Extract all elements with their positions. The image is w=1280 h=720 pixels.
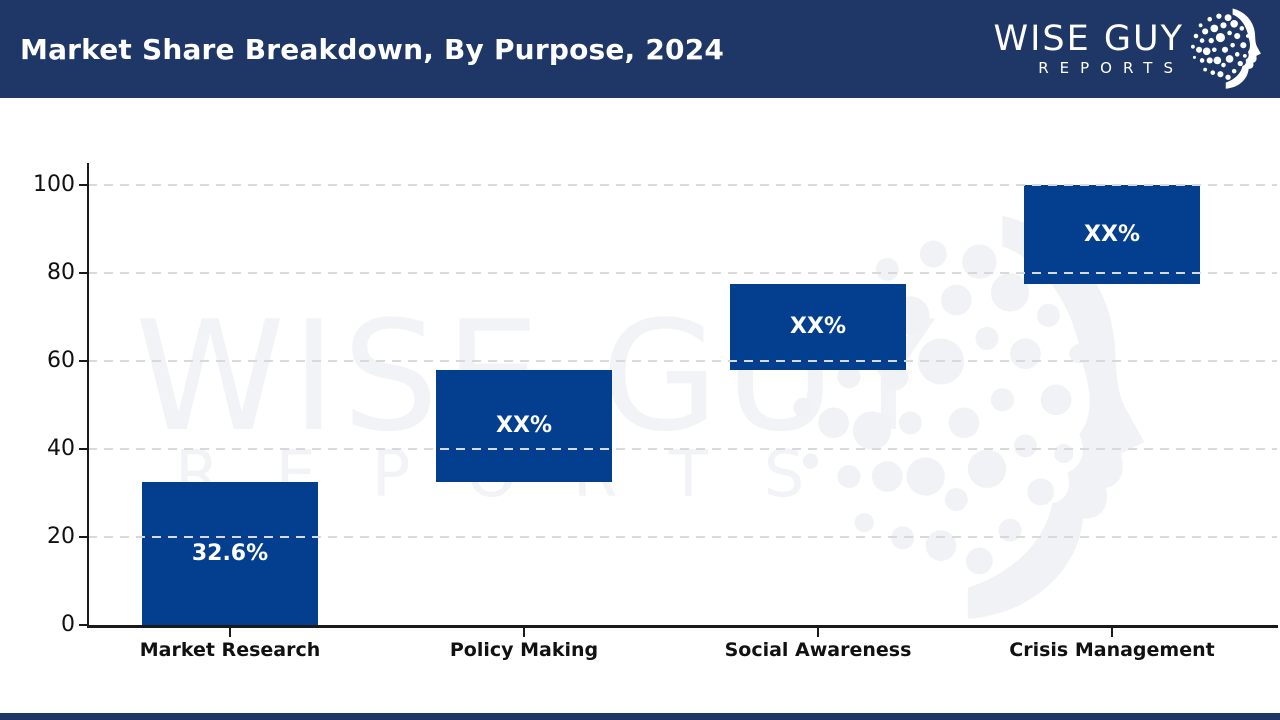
y-tick-mark [79,184,88,186]
y-tick-label: 60 [47,348,75,373]
category-label: Market Research [139,639,321,661]
category-label: Policy Making [449,639,599,661]
wiseguy-face-icon [1191,8,1261,89]
brand-name: WISE GUY [993,19,1184,59]
y-tick-mark [79,536,88,538]
y-tick-mark [79,272,88,274]
category-label: Social Awareness [724,639,912,661]
x-tick-mark [817,628,819,637]
category-label: Crisis Management [1009,639,1215,661]
y-tick-label: 0 [61,612,75,637]
bar-value-label: XX% [496,413,552,439]
gridline [88,184,1277,186]
y-tick-label: 40 [47,436,75,461]
x-tick-mark [1111,628,1113,637]
y-tick-mark [79,360,88,362]
y-tick-label: 100 [33,172,75,197]
bar: XX% [1024,185,1200,284]
gridline [88,536,1277,538]
x-axis-line [87,625,1278,628]
bar-value-label: XX% [790,314,846,340]
bar: XX% [730,284,906,370]
y-axis-line [87,163,89,628]
gridline [88,448,1277,450]
bar: XX% [436,369,612,482]
brand-subtitle: REPORTS [1038,59,1184,77]
page-title: Market Share Breakdown, By Purpose, 2024 [20,32,725,66]
bar: 32.6% [142,481,318,625]
brand-logo: WISE GUY REPORTS [993,7,1264,91]
x-tick-mark [229,628,231,637]
y-tick-label: 80 [47,260,75,285]
x-tick-mark [523,628,525,637]
header: Market Share Breakdown, By Purpose, 2024… [0,0,1280,98]
bar-value-label: 32.6% [191,540,269,566]
brand-wordmark: WISE GUY REPORTS [993,22,1184,76]
footer-bar [0,713,1280,720]
gridline [88,272,1277,274]
y-tick-label: 20 [47,524,75,549]
y-tick-mark [79,624,88,626]
y-tick-mark [79,448,88,450]
gridline [88,360,1277,362]
bar-value-label: XX% [1084,222,1140,247]
